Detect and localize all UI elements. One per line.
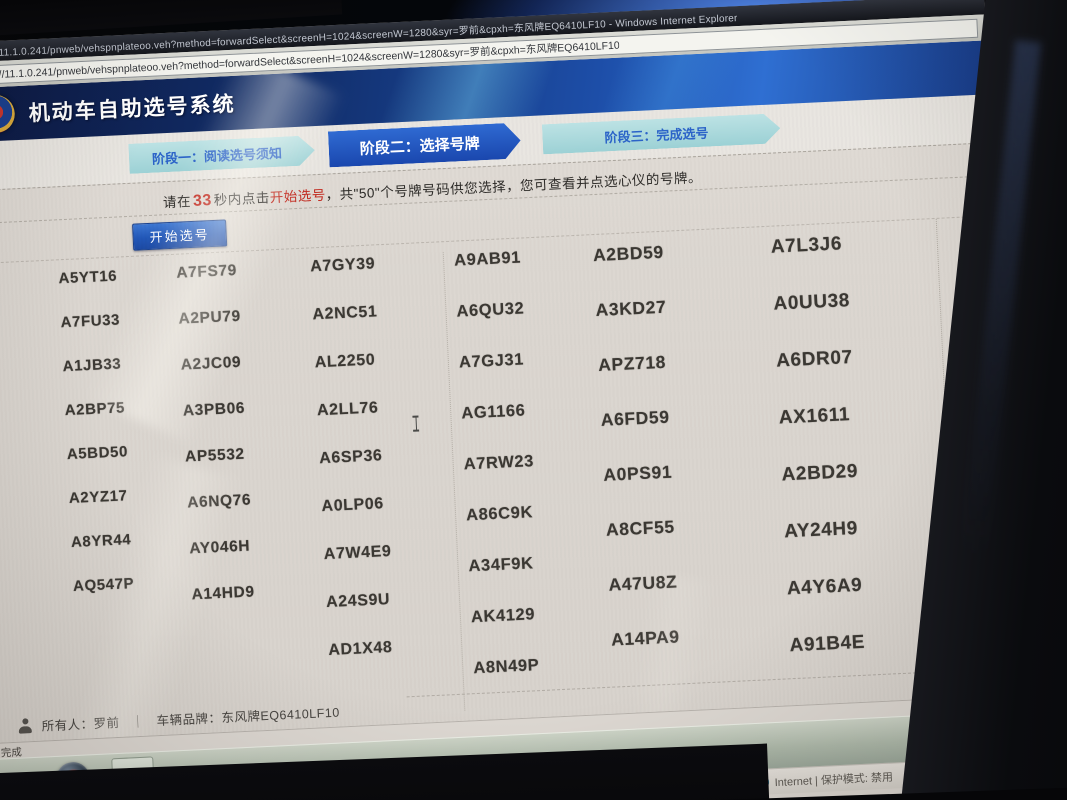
plate-number[interactable]: AQ547P [72,575,135,595]
instruction-part1: 请在 [162,193,192,211]
stage-tab-3-label: 阶段三：完成选号 [604,125,709,145]
plate-number[interactable]: A6SP36 [318,447,383,468]
plates-grid: A5YT16 A7FU33 A1JB33 A2BP75 A5BD50 A2YZ17 A8YR… [0,216,1017,733]
page-content: 机动车自助选号系统 阶段一：阅读选号须知 阶段二：选择号牌 阶段三：完成选号 请… [0,40,1018,744]
plate-number[interactable]: A7GJ31 [458,350,525,372]
plate-number[interactable]: A0PS91 [602,461,673,485]
plate-number[interactable]: AP5532 [184,445,246,466]
plate-number[interactable]: A2NC51 [312,303,378,324]
plate-number[interactable]: A2BD59 [592,241,665,266]
plate-number[interactable]: AX1611 [778,404,851,429]
plate-number[interactable]: A6DR07 [775,346,854,372]
plate-number[interactable]: AG1166 [460,401,526,423]
plate-column-3: A7GY39 A2NC51 AL2250 A2LL76 A6SP36 A0LP06 A7W4… [310,252,464,717]
plate-number[interactable]: A7W4E9 [323,542,392,564]
plate-column-5: A2BD59 A3KD27 APZ718 A6FD59 A0PS91 A8CF55 A47U… [593,237,792,704]
stage-tab-1-label: 阶段一：阅读选号须知 [151,145,283,167]
plate-number[interactable]: A8N49P [472,656,540,678]
plate-number[interactable]: A7L3J6 [770,233,843,258]
plate-number[interactable]: AD1X48 [327,638,393,659]
plate-number[interactable]: A8CF55 [605,516,676,540]
text-cursor [411,415,420,431]
plate-number[interactable]: A14PA9 [610,626,681,650]
plate-number[interactable]: A2YZ17 [68,487,128,508]
plate-number[interactable]: AL2250 [314,351,376,372]
plate-column-4: A9AB91 A6QU32 A7GJ31 AG1166 A7RW23 A86C9K A34F… [442,245,615,711]
plate-number[interactable]: A2PU79 [178,307,242,328]
plate-number[interactable]: A5YT16 [58,267,118,288]
instruction-action: 开始选号 [269,187,327,206]
plate-number[interactable]: A8YR44 [70,531,132,551]
plate-column-1: A5YT16 A7FU33 A1JB33 A2BP75 A5BD50 A2YZ17 A8YR… [58,265,197,729]
stage-tab-3: 阶段三：完成选号 [542,113,781,154]
plate-number[interactable]: A2BP75 [64,399,126,420]
plate-number[interactable]: A14HD9 [191,583,255,604]
person-icon [17,718,33,734]
plate-number[interactable]: A1JB33 [62,355,122,376]
plate-number[interactable]: A2BD29 [781,460,859,486]
system-date: 2024年02月20日 [698,0,816,3]
plate-number[interactable]: A3KD27 [595,296,667,321]
plate-number[interactable]: A24S9U [325,591,391,612]
plate-column-2: A7FS79 A2PU79 A2JC09 A3PB06 AP5532 A6NQ76 AY04… [176,258,331,723]
owner-divider: ｜ [131,714,145,730]
plate-number[interactable]: A6QU32 [456,299,525,321]
plate-number[interactable]: A86C9K [465,503,534,525]
plate-number[interactable]: AK4129 [470,605,536,627]
start-selection-button[interactable]: 开始选号 [132,219,228,251]
plate-number[interactable]: A3PB06 [182,399,246,420]
plate-number[interactable]: A2LL76 [316,399,379,420]
plate-number[interactable]: A9AB91 [453,248,522,270]
plate-number[interactable]: APZ718 [597,351,667,375]
stage-tab-2-label: 阶段二：选择号牌 [359,134,481,158]
stage-tab-2-active: 阶段二：选择号牌 [328,122,521,167]
plate-number[interactable]: A7FS79 [176,261,238,282]
plate-number[interactable]: A7GY39 [309,255,376,276]
monitor-screen: 2024年02月20日 10:37:50 e http://11.1.0.241… [0,0,1022,800]
plate-number[interactable]: AY046H [189,537,251,558]
owner-name: 所有人：罗前 [41,715,120,734]
plate-number[interactable]: A2JC09 [180,353,242,374]
plate-number[interactable]: A47U8Z [608,571,678,595]
plate-number[interactable]: AY24H9 [783,517,859,543]
stage-tab-1: 阶段一：阅读选号须知 [128,135,315,174]
plate-number[interactable]: A7RW23 [463,452,535,474]
plate-column-6: A7L3J6 A0UU38 A6DR07 AX1611 A2BD29 AY24H9 A4Y6… [770,230,941,696]
police-emblem-icon [0,94,16,134]
plate-number[interactable]: A4Y6A9 [786,574,863,600]
plate-number[interactable]: A0UU38 [773,290,851,315]
plate-number[interactable]: A6FD59 [600,406,670,430]
plate-number[interactable]: A7FU33 [60,311,121,332]
plate-number[interactable]: A34F9K [468,554,534,576]
zone-text: Internet | 保护模式: 禁用 [774,771,894,789]
plate-number[interactable]: A6NQ76 [186,491,252,512]
app-title: 机动车自助选号系统 [28,92,237,126]
countdown-seconds: 33 [192,192,213,210]
plate-number[interactable]: A5BD50 [66,443,129,464]
instruction-part2: 秒内点击 [213,190,271,208]
plate-number[interactable]: A0LP06 [321,495,385,516]
